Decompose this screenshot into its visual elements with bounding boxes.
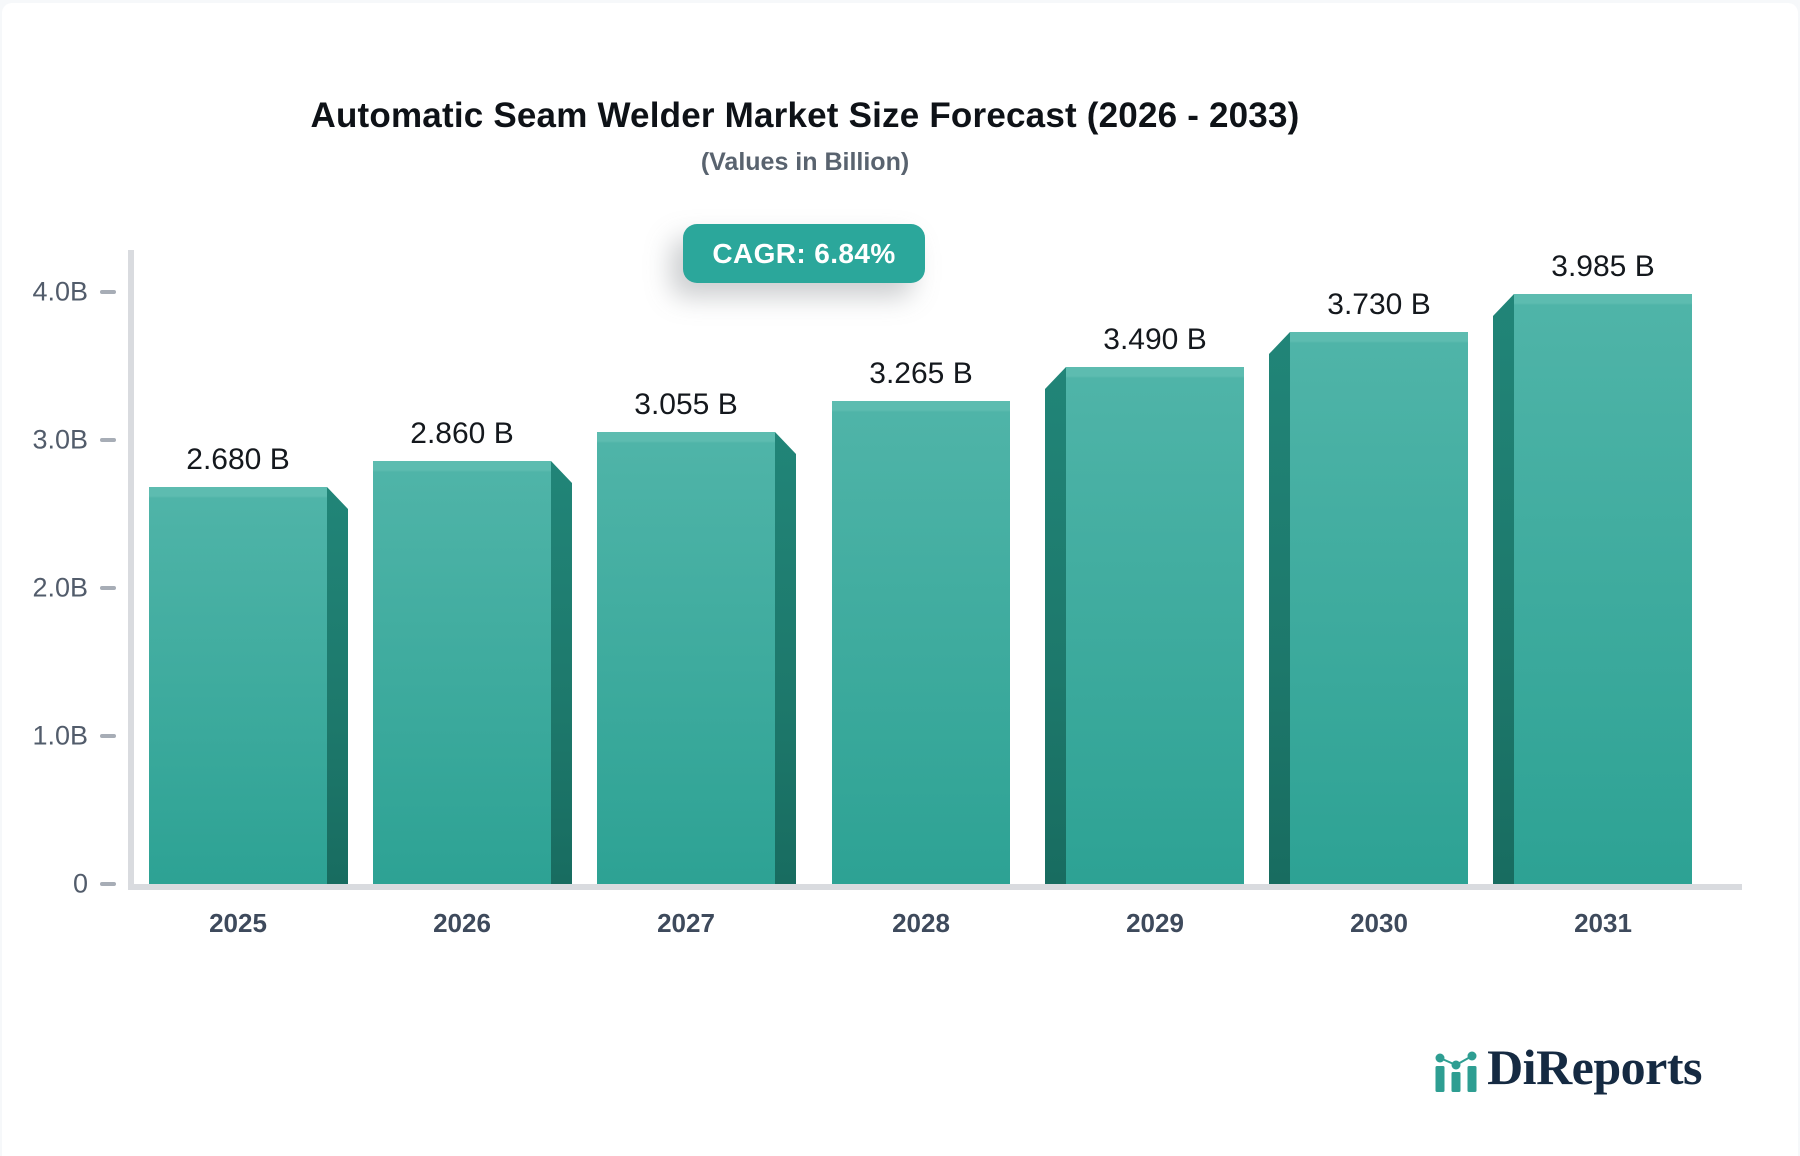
bar-side-face-2026: [551, 461, 572, 884]
y-tick-label-3.0B: 3.0B: [32, 424, 88, 455]
bar-2028: [832, 401, 1010, 884]
mini-bar-chart-logo-icon: [1435, 1051, 1477, 1092]
bar-value-label-2025: 2.680 B: [186, 443, 290, 476]
x-axis-label-2030: 2030: [1350, 908, 1408, 938]
bar-2027: [597, 432, 775, 884]
bar-2031: [1514, 294, 1692, 884]
bar-value-label-2028: 3.265 B: [869, 357, 973, 390]
y-tick-label-0: 0: [72, 868, 88, 899]
y-tick-mark: [100, 438, 116, 442]
bar-2030: [1290, 332, 1468, 884]
bar-2029: [1066, 367, 1244, 884]
bar-value-label-2027: 3.055 B: [634, 388, 738, 421]
chart-title: Automatic Seam Welder Market Size Foreca…: [310, 96, 1300, 135]
bar-value-label-2026: 2.860 B: [410, 417, 514, 450]
x-axis-label-2027: 2027: [657, 908, 715, 938]
cagr-badge-label: CAGR: 6.84%: [712, 237, 896, 269]
y-tick-mark: [100, 290, 116, 294]
x-axis-label-2029: 2029: [1126, 908, 1184, 938]
bar-value-label-2029: 3.490 B: [1103, 323, 1207, 356]
bar-value-label-2030: 3.730 B: [1327, 288, 1431, 321]
y-tick-label-1.0B: 1.0B: [32, 720, 88, 751]
brand-logo: DiReports: [1433, 1032, 1702, 1102]
y-axis-line: [128, 250, 134, 890]
cagr-badge: CAGR: 6.84%: [683, 224, 925, 283]
y-tick-label-4.0B: 4.0B: [32, 276, 88, 307]
bar-2025: [149, 487, 327, 884]
brand-name: DiReports: [1487, 1039, 1702, 1095]
y-tick-mark: [100, 734, 116, 738]
bar-2026: [373, 461, 551, 884]
x-axis-label-2026: 2026: [433, 908, 491, 938]
y-tick-label-2.0B: 2.0B: [32, 572, 88, 603]
chart-subtitle: (Values in Billion): [700, 148, 910, 176]
x-axis-label-2031: 2031: [1574, 908, 1632, 938]
bar-side-face-2025: [327, 487, 348, 884]
y-tick-mark: [100, 586, 116, 590]
x-axis-baseline: [128, 884, 1742, 890]
x-axis-label-2025: 2025: [209, 908, 267, 938]
bar-side-face-2031: [1493, 294, 1514, 884]
x-axis-label-2028: 2028: [892, 908, 950, 938]
bar-side-face-2030: [1269, 332, 1290, 884]
y-tick-mark: [100, 882, 116, 886]
bar-value-label-2031: 3.985 B: [1551, 250, 1655, 283]
bar-side-face-2029: [1045, 367, 1066, 884]
bar-side-face-2027: [775, 432, 796, 884]
